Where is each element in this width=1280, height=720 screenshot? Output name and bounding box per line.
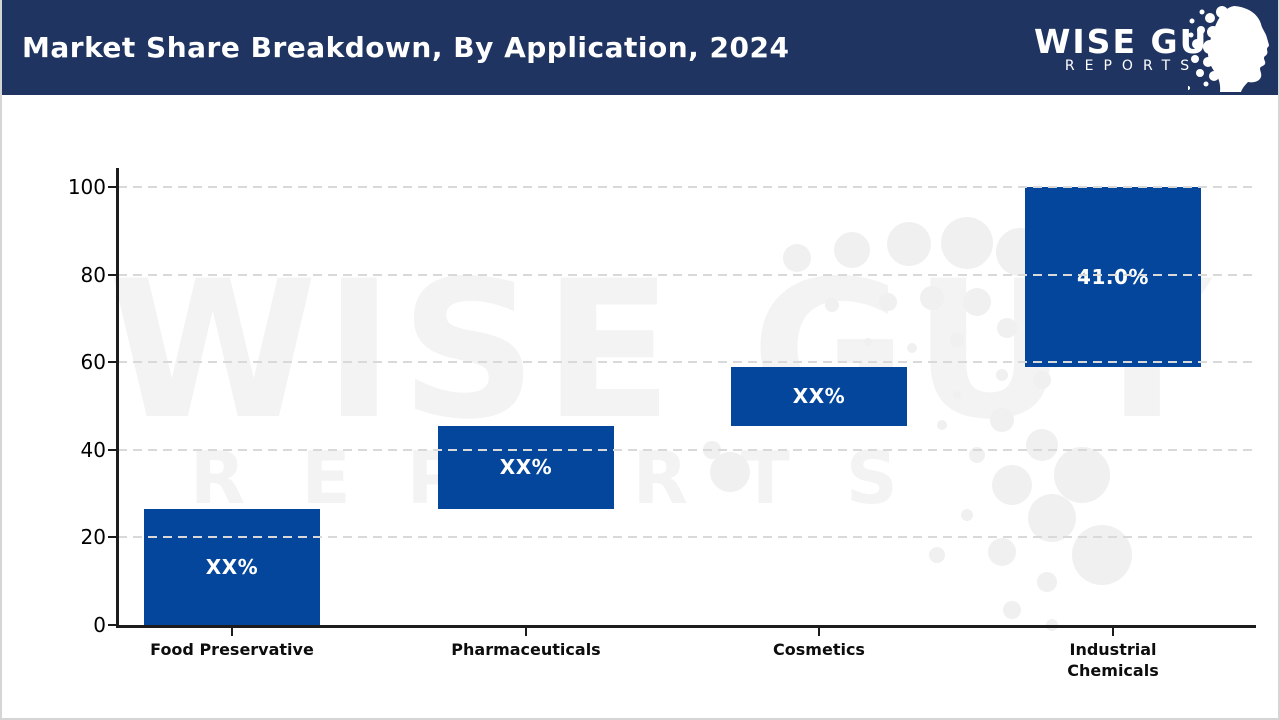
y-tick-mark-80 [108, 273, 116, 276]
x-category-label-0: Food Preservative [150, 640, 314, 659]
bar-food-preservative: XX% [144, 509, 320, 625]
bar-pharmaceuticals: XX% [438, 425, 614, 509]
y-tick-mark-100 [108, 186, 116, 189]
bar-cosmetics: XX% [731, 366, 907, 426]
y-tick-label-0: 0 [93, 613, 106, 637]
x-tick-mark-1 [525, 628, 527, 636]
gridline-80 [118, 273, 1256, 276]
x-axis-spine [116, 625, 1256, 628]
x-tick-mark-2 [818, 628, 820, 636]
y-tick-mark-20 [108, 536, 116, 539]
y-tick-mark-40 [108, 448, 116, 451]
y-tick-mark-60 [108, 361, 116, 364]
gridline-40 [118, 448, 1256, 451]
bar-value-label: XX% [792, 384, 846, 409]
gridline-60 [118, 361, 1256, 364]
y-tick-mark-0 [108, 624, 116, 626]
bar-industrial-chemicals: 41.0% [1025, 187, 1201, 367]
x-category-label-2: Cosmetics [773, 640, 865, 659]
logo-wiseguy-text: WISE GUY [1034, 22, 1235, 61]
gridline-20 [118, 536, 1256, 539]
x-tick-mark-0 [231, 628, 233, 636]
y-axis-spine [116, 168, 119, 628]
wiseguy-logo: WISE GUY REPORTS [1032, 0, 1272, 95]
x-category-label-3: Industrial Chemicals [1067, 640, 1159, 680]
bar-value-label: 41.0% [1077, 265, 1149, 290]
y-tick-label-100: 100 [67, 175, 106, 200]
x-tick-mark-3 [1112, 628, 1114, 636]
y-tick-label-20: 20 [80, 525, 106, 550]
bar-value-label: XX% [205, 554, 259, 579]
y-tick-label-60: 60 [80, 350, 106, 375]
gridline-100 [118, 186, 1256, 189]
logo-head-icon [1188, 6, 1269, 92]
y-tick-label-80: 80 [80, 262, 106, 287]
bar-value-label: XX% [499, 455, 553, 480]
x-category-label-1: Pharmaceuticals [451, 640, 601, 659]
header-band: Market Share Breakdown, By Application, … [2, 0, 1278, 95]
chart-title: Market Share Breakdown, By Application, … [22, 31, 790, 64]
logo-reports-text: REPORTS [1064, 58, 1200, 74]
y-tick-label-40: 40 [80, 437, 106, 462]
